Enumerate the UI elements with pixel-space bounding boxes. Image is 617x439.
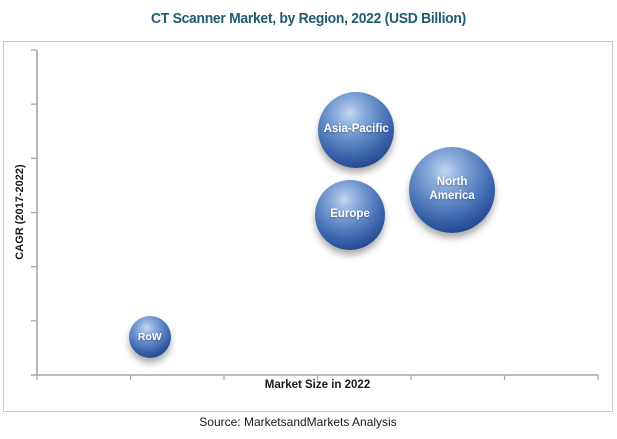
y-axis-label: CAGR (2017-2022) <box>14 164 26 260</box>
plot-area-border <box>3 41 613 412</box>
bubble-label: Asia-Pacific <box>323 123 389 136</box>
source-note: Source: MarketsandMarkets Analysis <box>199 415 397 429</box>
bubble-europe: Europe <box>315 180 386 251</box>
bubble-label: RoW <box>137 330 162 343</box>
chart-title: CT Scanner Market, by Region, 2022 (USD … <box>151 11 466 27</box>
bubble-label: North America <box>429 176 475 203</box>
bubble-asia-pacific: Asia-Pacific <box>318 91 395 168</box>
bubble-row: RoW <box>128 315 171 358</box>
bubble-label: Europe <box>330 208 370 221</box>
x-axis-label: Market Size in 2022 <box>264 379 371 391</box>
bubble-north-america: North America <box>409 147 496 234</box>
